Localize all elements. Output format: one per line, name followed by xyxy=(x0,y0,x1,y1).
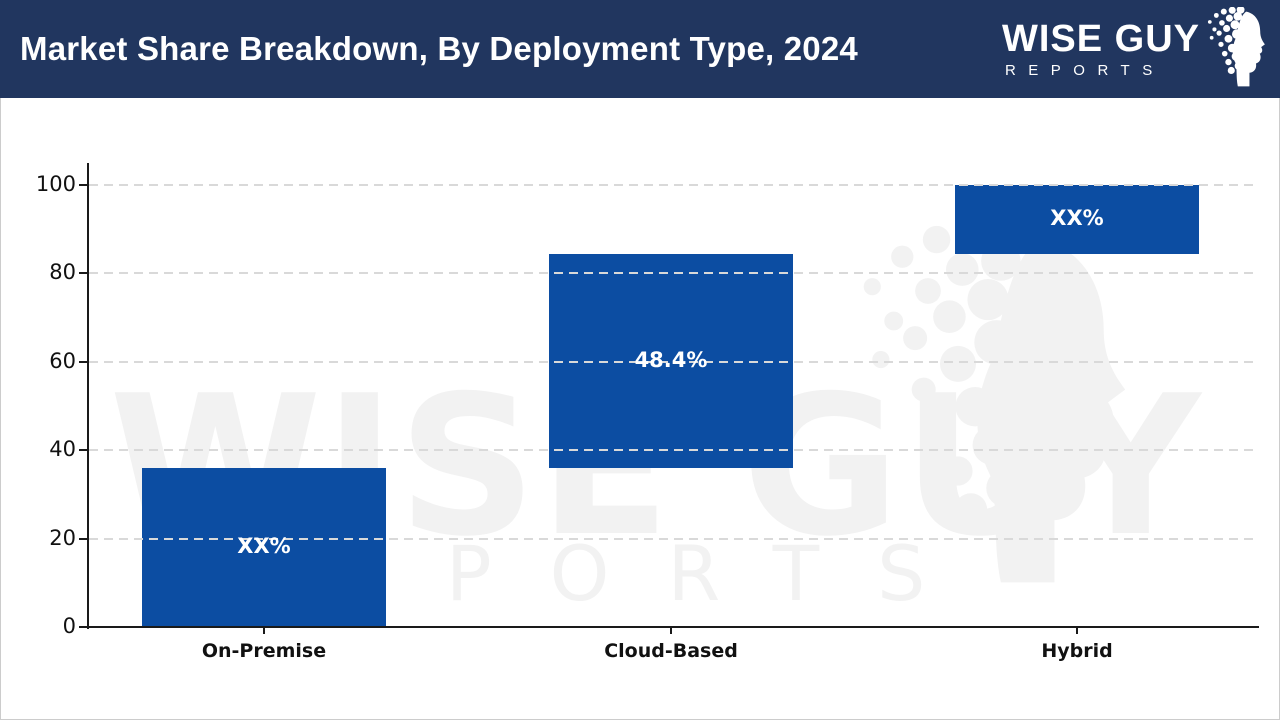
x-category-label: Hybrid xyxy=(1041,640,1113,662)
x-category-label: Cloud-Based xyxy=(604,640,738,662)
bar xyxy=(955,185,1199,254)
y-gridline xyxy=(89,449,1257,452)
x-tick xyxy=(670,628,672,634)
y-tick-label: 100 xyxy=(35,172,76,196)
logo-text: WISE GUY REPORTS xyxy=(1002,20,1200,78)
header: Market Share Breakdown, By Deployment Ty… xyxy=(0,0,1280,98)
y-tick xyxy=(79,184,87,186)
logo-wordmark: WISE GUY xyxy=(1001,18,1200,60)
x-tick xyxy=(1076,628,1078,634)
y-tick-label: 40 xyxy=(49,437,76,462)
bar-value-label: XX% xyxy=(1050,206,1104,231)
y-gridline xyxy=(89,272,1257,275)
y-tick-label: 20 xyxy=(49,525,76,550)
y-tick xyxy=(79,537,87,540)
y-tick-label: 0 xyxy=(62,614,76,638)
x-axis-spine xyxy=(87,626,1259,628)
y-tick xyxy=(79,626,87,628)
y-axis-spine xyxy=(87,163,89,629)
x-tick xyxy=(263,628,265,634)
y-tick-label: 60 xyxy=(49,348,76,373)
y-tick xyxy=(79,449,87,452)
bar xyxy=(142,467,386,627)
y-gridline xyxy=(89,537,1257,540)
page-title: Market Share Breakdown, By Deployment Ty… xyxy=(20,30,858,67)
bar-value-label: XX% xyxy=(237,534,291,559)
y-tick xyxy=(79,272,87,275)
x-category-label: On-Premise xyxy=(201,640,327,662)
y-gridline xyxy=(89,184,1257,186)
wise-guy-face-watermark-icon xyxy=(863,218,1126,583)
y-tick xyxy=(79,360,87,363)
y-tick-label: 80 xyxy=(49,260,76,285)
wise-guy-logo: WISE GUY REPORTS xyxy=(1002,7,1268,91)
bar-value-label: 48.4% xyxy=(634,347,708,372)
y-gridline xyxy=(89,360,1257,363)
logo-tagline: REPORTS xyxy=(1004,62,1165,79)
